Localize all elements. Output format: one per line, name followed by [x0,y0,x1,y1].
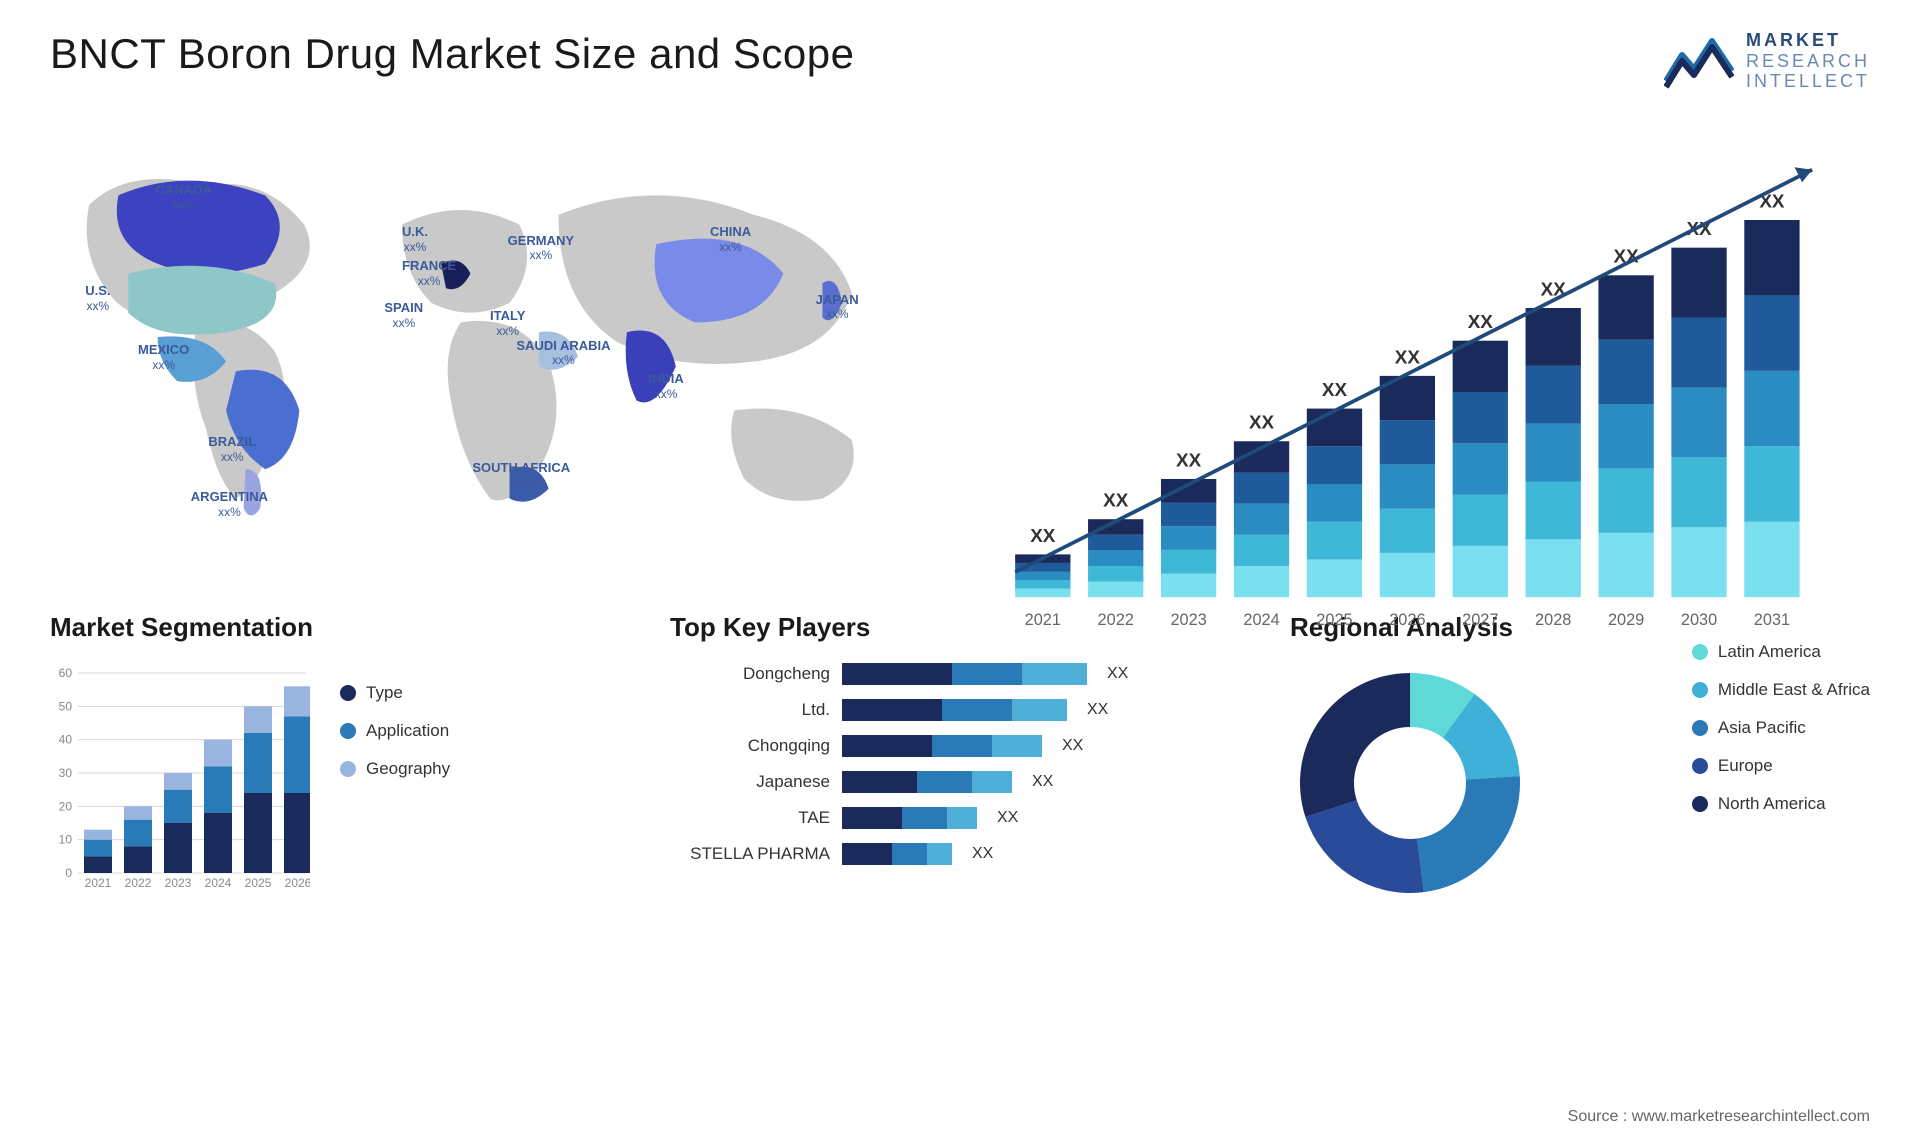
player-row: Japanese XX [670,771,1250,793]
svg-text:0: 0 [65,866,72,880]
player-value: XX [1032,773,1053,791]
map-label: GERMANYxx% [508,233,574,263]
svg-text:2027: 2027 [1462,611,1498,629]
segmentation-bars: 0 10 20 30 40 50 60 2021 2022 2023 2024 2025 2026 [50,663,310,893]
svg-text:2025: 2025 [245,876,272,890]
svg-text:2023: 2023 [1170,611,1206,629]
player-value: XX [972,845,993,863]
segmentation-title: Market Segmentation [50,612,630,643]
map-label: U.K.xx% [402,224,428,254]
map-label: ITALYxx% [490,308,525,338]
player-row: Ltd. XX [670,699,1250,721]
svg-text:2026: 2026 [285,876,310,890]
legend-item: Europe [1692,756,1870,776]
svg-text:40: 40 [59,733,73,747]
brand-logo: MARKET RESEARCH INTELLECT [1664,30,1870,92]
player-name: TAE [670,808,830,828]
svg-text:2021: 2021 [1025,611,1061,629]
svg-text:10: 10 [59,833,73,847]
player-bar [842,843,952,865]
legend-item: North America [1692,794,1870,814]
player-value: XX [1062,737,1083,755]
svg-text:20: 20 [59,799,73,813]
map-label: BRAZILxx% [208,434,256,464]
map-label: FRANCExx% [402,258,456,288]
players-list: DongchengXXLtd.XXChongqingXXJapaneseXXTA… [670,663,1250,865]
svg-text:XX: XX [1395,346,1421,367]
player-bar [842,807,977,829]
svg-text:2024: 2024 [1243,611,1279,629]
svg-text:2029: 2029 [1608,611,1644,629]
growth-chart-panel: XX2021XX2022XX2023XX2024XX2025XX2026XX20… [990,132,1870,552]
logo-text: MARKET RESEARCH INTELLECT [1746,30,1870,92]
svg-text:XX: XX [1103,490,1129,511]
svg-text:2022: 2022 [125,876,152,890]
map-label: SPAINxx% [384,300,423,330]
player-bar [842,699,1067,721]
svg-text:2025: 2025 [1316,611,1352,629]
svg-text:2023: 2023 [165,876,192,890]
segmentation-chart: 0 10 20 30 40 50 60 2021 2022 2023 2024 2025 2026 [50,663,310,893]
player-row: Chongqing XX [670,735,1250,757]
svg-text:XX: XX [1468,311,1494,332]
map-label: MEXICOxx% [138,342,189,372]
header: BNCT Boron Drug Market Size and Scope MA… [50,30,1870,92]
page-title: BNCT Boron Drug Market Size and Scope [50,30,854,78]
logo-icon [1664,33,1734,89]
player-bar [842,735,1042,757]
top-row: CANADAxx% U.S.xx% MEXICOxx% BRAZILxx% ARGENT… [50,132,1870,552]
svg-text:2024: 2024 [205,876,232,890]
legend-item: Asia Pacific [1692,718,1870,738]
svg-text:2030: 2030 [1681,611,1717,629]
player-value: XX [1107,665,1128,683]
svg-text:XX: XX [1249,412,1275,433]
player-row: STELLA PHARMA XX [670,843,1250,865]
map-label: ARGENTINAxx% [191,489,268,519]
svg-text:2028: 2028 [1535,611,1571,629]
player-row: Dongcheng XX [670,663,1250,685]
svg-text:60: 60 [59,666,73,680]
map-label: CANADAxx% [156,182,212,212]
svg-text:XX: XX [1030,525,1056,546]
legend-item: Middle East & Africa [1692,680,1870,700]
player-name: Chongqing [670,736,830,756]
source-attribution: Source : www.marketresearchintellect.com [1568,1108,1870,1126]
legend-item: Type [340,683,450,703]
map-label: INDIAxx% [648,371,683,401]
player-bar [842,771,1012,793]
player-name: Dongcheng [670,664,830,684]
svg-text:50: 50 [59,699,73,713]
svg-text:XX: XX [1322,379,1348,400]
svg-text:XX: XX [1176,449,1202,470]
player-value: XX [1087,701,1108,719]
map-label: CHINAxx% [710,224,751,254]
map-label: U.S.xx% [85,283,110,313]
player-value: XX [997,809,1018,827]
legend-item: Application [340,721,450,741]
player-row: TAE XX [670,807,1250,829]
svg-text:2026: 2026 [1389,611,1425,629]
regional-donut [1290,663,1530,903]
svg-text:2022: 2022 [1098,611,1134,629]
map-label: SAUDI ARABIAxx% [516,338,610,368]
legend-item: Geography [340,759,450,779]
svg-text:2031: 2031 [1754,611,1790,629]
svg-text:30: 30 [59,766,73,780]
player-bar [842,663,1087,685]
segmentation-panel: Market Segmentation 0 10 20 30 40 50 60 2021 202… [50,612,630,903]
player-name: STELLA PHARMA [670,844,830,864]
map-label: SOUTH AFRICAxx% [472,460,570,490]
segmentation-legend: Type Application Geography [340,663,450,893]
map-label: JAPANxx% [816,292,859,322]
world-map-panel: CANADAxx% U.S.xx% MEXICOxx% BRAZILxx% ARGENT… [50,132,930,552]
player-name: Ltd. [670,700,830,720]
growth-chart: XX 2021 XX 2022 XX 2023 XX 2024 XX 2025 XX 2026 XX 20… [990,132,1870,660]
svg-text:2021: 2021 [85,876,112,890]
player-name: Japanese [670,772,830,792]
